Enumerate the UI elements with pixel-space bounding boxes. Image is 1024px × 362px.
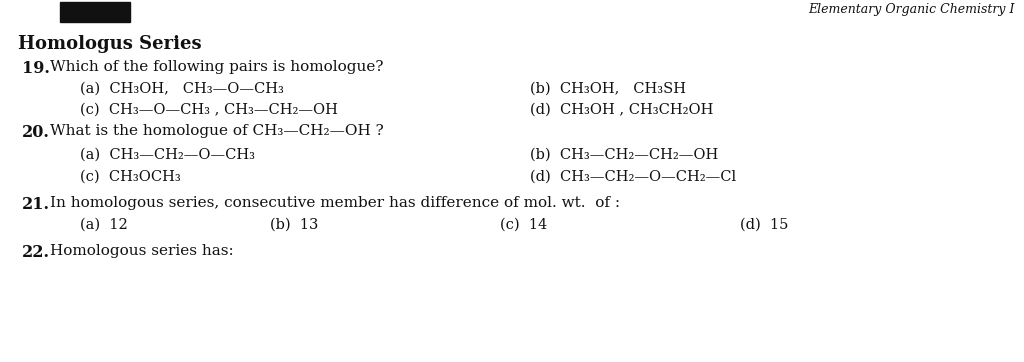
Text: (b)  13: (b) 13 [270, 218, 318, 232]
Text: (d)  CH₃OH , CH₃CH₂OH: (d) CH₃OH , CH₃CH₂OH [530, 103, 714, 117]
Text: 22.: 22. [22, 244, 50, 261]
Text: Which of the following pairs is homologue?: Which of the following pairs is homologu… [50, 60, 384, 74]
Text: 21.: 21. [22, 196, 50, 213]
Text: (c)  CH₃OCH₃: (c) CH₃OCH₃ [80, 170, 181, 184]
Text: 20.: 20. [22, 124, 50, 141]
Text: What is the homologue of CH₃—CH₂—OH ?: What is the homologue of CH₃—CH₂—OH ? [50, 124, 384, 138]
Text: Elementary Organic Chemistry I: Elementary Organic Chemistry I [809, 3, 1015, 16]
Text: (c)  CH₃—O—CH₃ , CH₃—CH₂—OH: (c) CH₃—O—CH₃ , CH₃—CH₂—OH [80, 103, 338, 117]
Text: In homologous series, consecutive member has difference of mol. wt.  of :: In homologous series, consecutive member… [50, 196, 621, 210]
Text: (b)  CH₃OH,   CH₃SH: (b) CH₃OH, CH₃SH [530, 82, 686, 96]
Text: 19.: 19. [22, 60, 50, 77]
Text: Homologus Series: Homologus Series [18, 35, 202, 53]
Text: (a)  CH₃OH,   CH₃—O—CH₃: (a) CH₃OH, CH₃—O—CH₃ [80, 82, 284, 96]
Text: (c)  14: (c) 14 [500, 218, 547, 232]
Text: (a)  12: (a) 12 [80, 218, 128, 232]
Text: (d)  15: (d) 15 [740, 218, 788, 232]
Text: (b)  CH₃—CH₂—CH₂—OH: (b) CH₃—CH₂—CH₂—OH [530, 148, 718, 162]
Text: (d)  CH₃—CH₂—O—CH₂—Cl: (d) CH₃—CH₂—O—CH₂—Cl [530, 170, 736, 184]
Text: Homologous series has:: Homologous series has: [50, 244, 233, 258]
Text: (a)  CH₃—CH₂—O—CH₃: (a) CH₃—CH₂—O—CH₃ [80, 148, 255, 162]
Bar [60, 2, 130, 22]
